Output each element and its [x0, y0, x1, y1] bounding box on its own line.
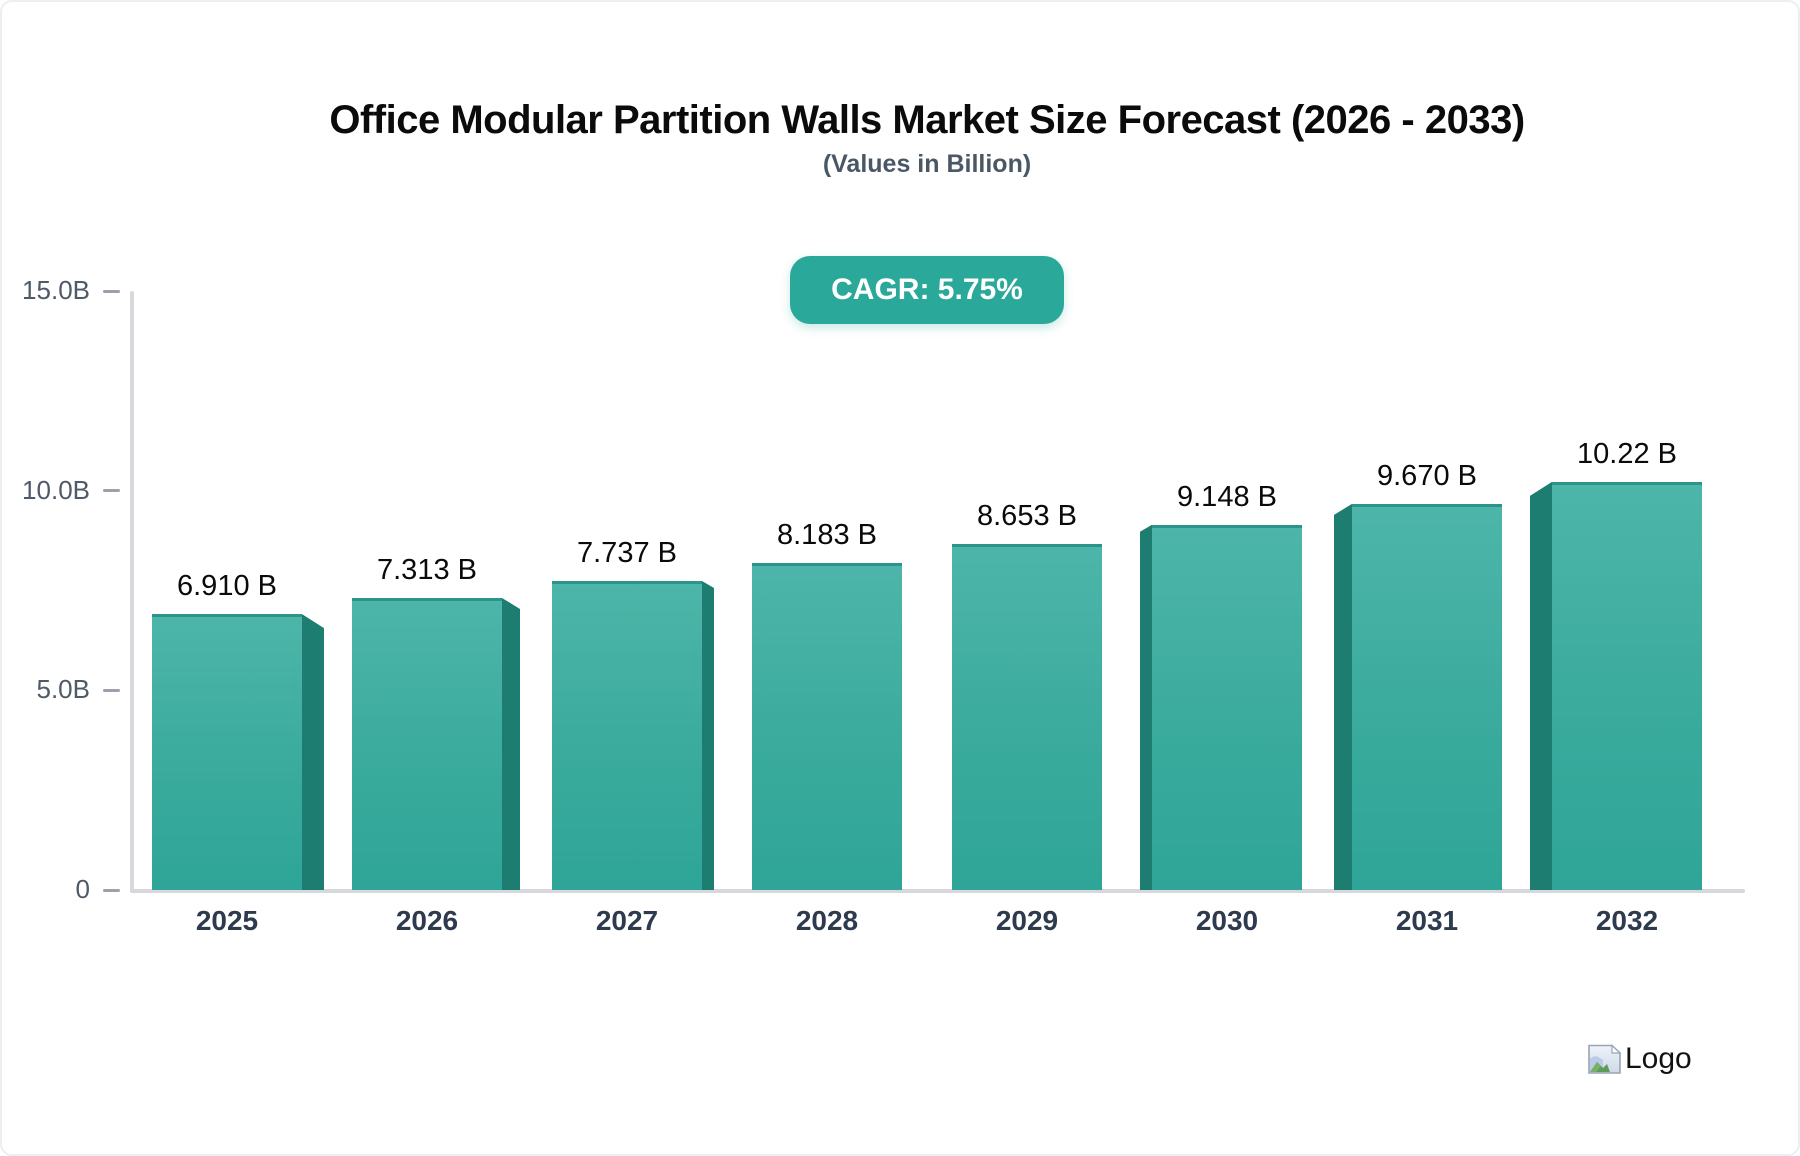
bar-side-face — [1334, 503, 1352, 890]
bar-value-label: 9.148 B — [1177, 480, 1277, 513]
x-axis-label: 2026 — [395, 905, 459, 936]
x-axis-line — [130, 889, 1745, 893]
y-axis-tick-label: 15.0B — [22, 275, 90, 306]
x-axis-label: 2030 — [1195, 905, 1259, 936]
bar-value-label: 6.910 B — [177, 570, 277, 603]
bar-value-label: 7.313 B — [377, 553, 477, 586]
x-axis-label: 2031 — [1395, 905, 1459, 936]
y-axis-line — [130, 291, 134, 892]
x-axis-label: 2029 — [995, 905, 1059, 936]
x-axis-label: 2027 — [595, 905, 659, 936]
bar-front-face — [1152, 524, 1302, 890]
y-axis-tick-label: 10.0B — [22, 474, 90, 505]
bar-front-face — [152, 614, 302, 890]
chart-subtitle: (Values in Billion) — [822, 150, 1032, 178]
y-axis-tick-label: 0 — [75, 874, 90, 904]
bar-front-face — [1352, 503, 1502, 890]
y-axis-tick-label: 5.0B — [36, 674, 91, 705]
bar-front-face — [752, 563, 902, 890]
logo: Logo — [1587, 1042, 1692, 1076]
x-axis-label: 2028 — [795, 905, 859, 936]
bar-side-face — [702, 581, 714, 890]
bar-front-face — [352, 597, 502, 890]
bar-side-face — [1530, 481, 1552, 890]
y-axis-tick-mark — [103, 688, 120, 692]
bar-side-face — [302, 614, 324, 890]
cagr-badge: CAGR: 5.75% — [790, 256, 1064, 324]
bar-front-face — [552, 581, 702, 890]
bar-front-face — [952, 544, 1102, 890]
bar-value-label: 9.670 B — [1377, 459, 1477, 492]
broken-image-icon — [1588, 1043, 1622, 1074]
logo-alt-text: Logo — [1625, 1042, 1692, 1075]
y-axis-tick-mark — [103, 289, 120, 293]
x-axis-label: 2032 — [1595, 905, 1659, 936]
y-axis-tick-mark — [103, 888, 120, 892]
y-axis-tick-mark — [103, 489, 120, 493]
bar-value-label: 8.183 B — [777, 519, 877, 552]
x-axis-label: 2025 — [195, 905, 259, 936]
bar-front-face — [1552, 481, 1702, 890]
bar-value-label: 8.653 B — [977, 500, 1077, 533]
bar-side-face — [1140, 524, 1152, 890]
chart-title: Office Modular Partition Walls Market Si… — [329, 98, 1525, 142]
bar-side-face — [502, 597, 520, 890]
bar-value-label: 10.22 B — [1577, 437, 1677, 470]
bar-value-label: 7.737 B — [577, 537, 677, 570]
